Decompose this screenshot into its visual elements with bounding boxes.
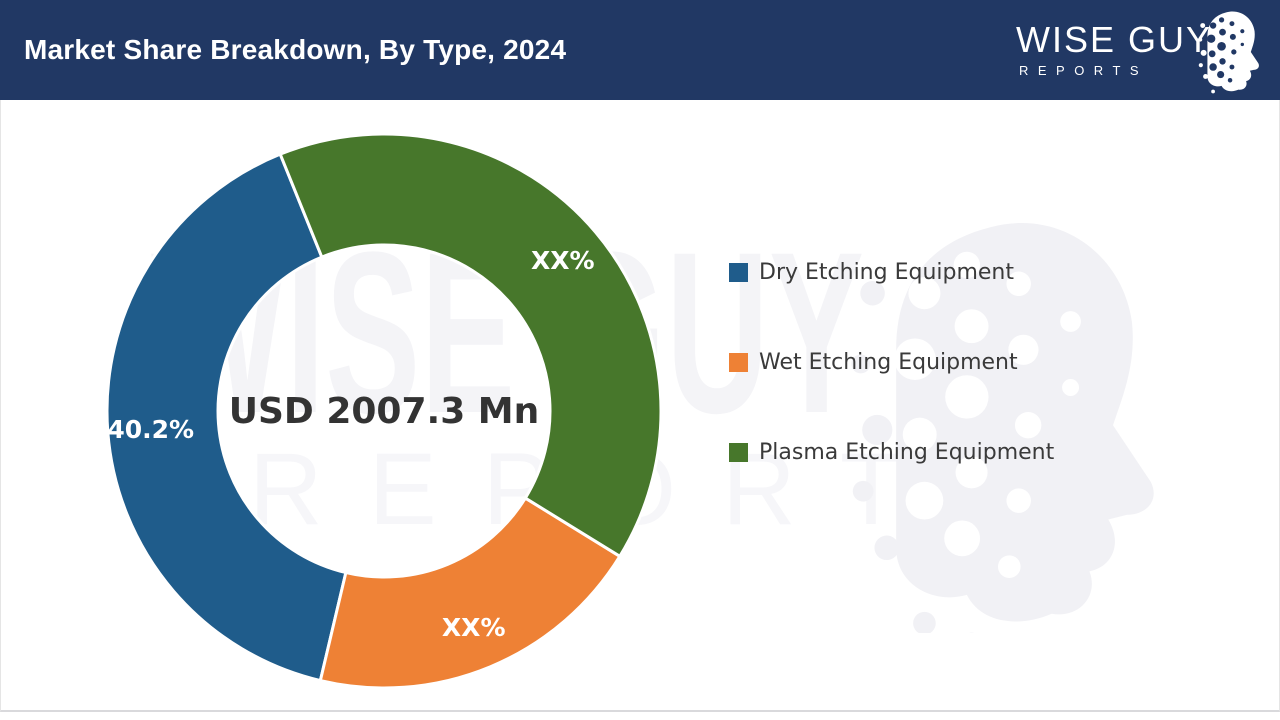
donut-center-value: USD 2007.3 Mn <box>229 391 539 432</box>
donut-chart: 40.2% XX% XX% USD 2007.3 Mn <box>105 132 663 690</box>
donut-segment-2 <box>278 132 663 558</box>
legend-item-1: Wet Etching Equipment <box>729 342 1054 382</box>
legend-label: Plasma Etching Equipment <box>759 439 1055 465</box>
donut-segment-1 <box>318 496 622 690</box>
legend-item-0: Dry Etching Equipment <box>729 252 1054 292</box>
legend-swatch-icon <box>729 352 748 372</box>
wise-guy-logo: WISE GUY REPORTS <box>1016 8 1264 94</box>
donut-segment-0 <box>105 152 348 683</box>
watermark-head-icon <box>851 223 1154 633</box>
legend-label: Dry Etching Equipment <box>759 259 1014 285</box>
legend-swatch-icon <box>729 262 748 282</box>
legend-label: Wet Etching Equipment <box>759 349 1018 375</box>
logo-head-icon <box>1198 11 1259 94</box>
logo-text-wiseguy: WISE GUY <box>1015 19 1212 60</box>
chart-legend: Dry Etching Equipment Wet Etching Equipme… <box>729 252 1054 522</box>
chart-area: WISE GUY REPORTS 40.2% XX% <box>0 100 1280 712</box>
legend-item-2: Plasma Etching Equipment <box>729 432 1054 472</box>
page-title: Market Share Breakdown, By Type, 2024 <box>24 34 567 65</box>
legend-swatch-icon <box>729 442 748 462</box>
logo-wordmark: WISE GUY REPORTS <box>1015 19 1212 79</box>
header-bar: Market Share Breakdown, By Type, 2024 WI… <box>0 0 1280 100</box>
segment-pct-label-0: 40.2% <box>107 415 194 444</box>
segment-pct-label-1: XX% <box>442 613 506 642</box>
segment-pct-label-2: XX% <box>531 246 595 275</box>
logo-text-reports: REPORTS <box>1018 63 1149 78</box>
